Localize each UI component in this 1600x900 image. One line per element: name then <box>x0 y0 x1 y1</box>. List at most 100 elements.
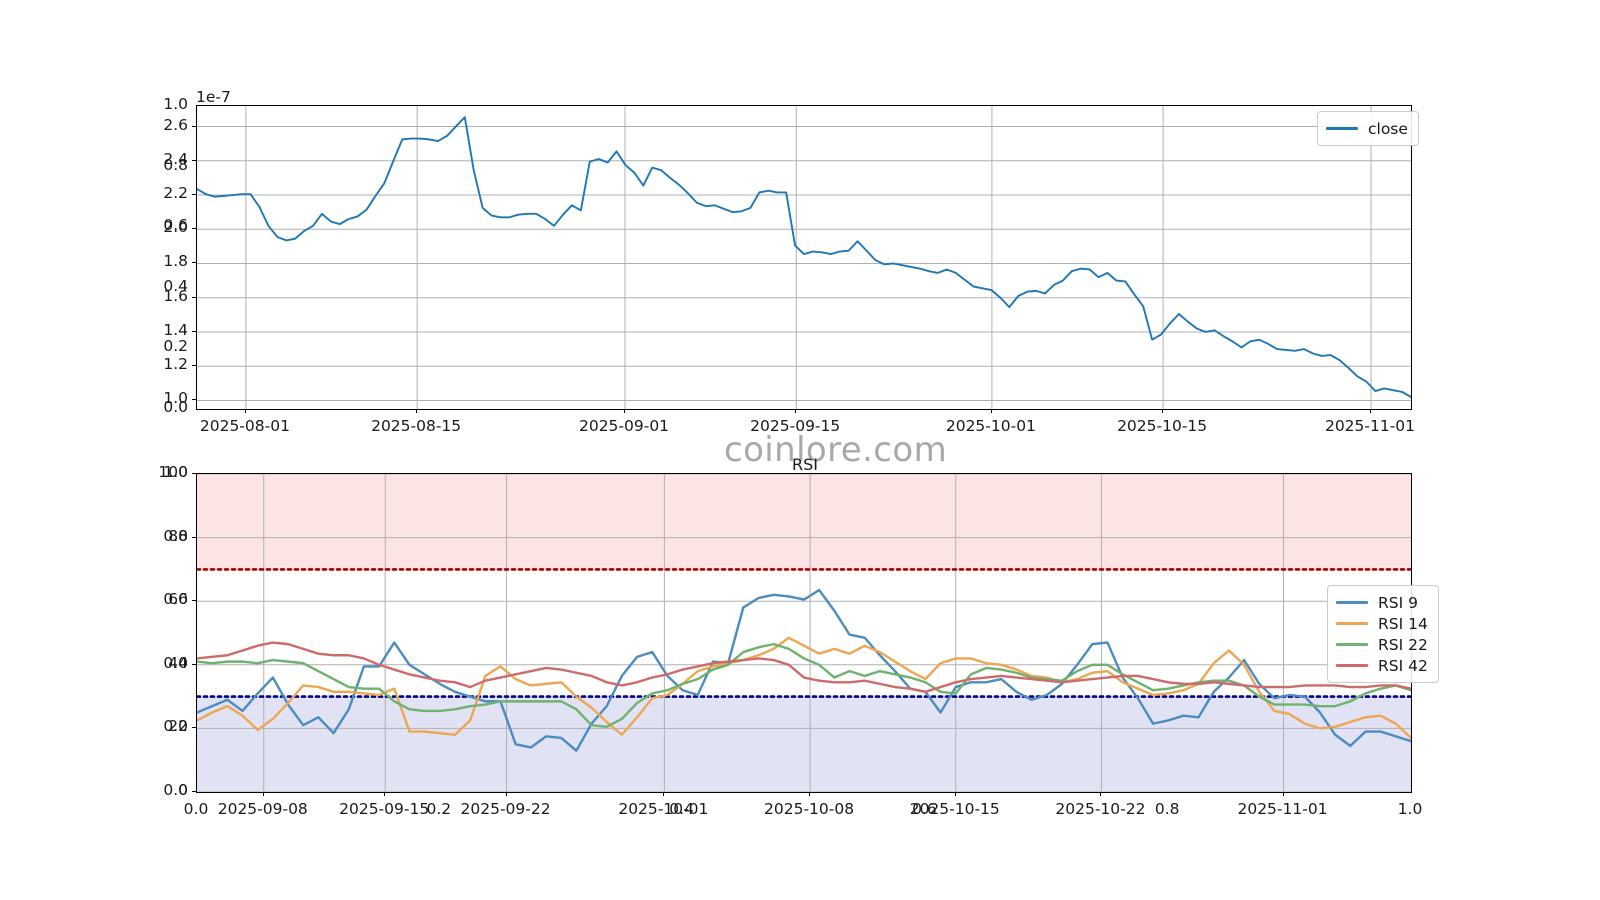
legend-item[interactable]: RSI 9 <box>1336 592 1428 613</box>
price-ytick-label: 1.6 <box>163 286 188 305</box>
rsi-panel: RSI 0 20 40 60 80 100 0.0 0.2 0.4 0.6 0.8 1.0 2025… <box>0 455 1600 900</box>
price-ytick-mark <box>192 125 196 127</box>
price-panel: 1e-7 1.0 1.2 1.4 1.6 1.8 2.0 2.2 2.4 2.6 0.0 0.2 0… <box>163 88 1419 435</box>
legend-label-rsi-42: RSI 42 <box>1378 656 1428 675</box>
rsi-ytick-label: 20 <box>168 717 188 736</box>
rsi-xtick-label: 2025-10-01 <box>618 800 709 818</box>
price-ytick-mark <box>192 365 196 367</box>
rsi-xtick-mark <box>1282 792 1284 796</box>
legend-label-rsi-9: RSI 9 <box>1378 593 1418 612</box>
price-ytick-label: 1.4 <box>163 320 188 339</box>
price-ytick-mark <box>192 228 196 230</box>
price-ytick-label: 2.0 <box>163 218 188 237</box>
rsi-xtick-mark <box>1100 792 1102 796</box>
rsi-plot-svg <box>197 474 1411 792</box>
rsi-secondary-xtick-label: 0.2 <box>426 800 452 818</box>
rsi-ytick-label: 60 <box>168 590 188 609</box>
rsi-xtick-mark <box>809 792 811 796</box>
price-secondary-ytick-label: 0.6 <box>163 216 188 235</box>
price-xtick-label: 2025-10-15 <box>1117 417 1208 435</box>
legend-item[interactable]: RSI 22 <box>1336 634 1428 655</box>
price-ytick-label: 2.4 <box>163 149 188 168</box>
rsi-secondary-ytick-label: 0.2 <box>163 717 188 736</box>
rsi-secondary-ytick-label: 0.6 <box>163 590 188 609</box>
price-xtick-mark <box>244 409 246 413</box>
rsi-ytick-mark <box>192 727 196 729</box>
rsi-secondary-xtick-label: 0.6 <box>912 800 937 818</box>
rsi-ytick-label: 80 <box>168 526 188 545</box>
rsi-xtick-mark <box>262 792 264 796</box>
rsi-xtick-label: 2025-09-08 <box>217 800 308 818</box>
price-legend[interactable]: close <box>1317 111 1419 146</box>
rsi-secondary-ytick-label: 1.0 <box>163 463 188 481</box>
rsi-ytick-label: 0 <box>178 781 188 799</box>
price-xtick-label: 2025-08-15 <box>371 417 462 435</box>
price-xtick-label: 2025-11-01 <box>1324 417 1416 435</box>
price-ytick-mark <box>192 262 196 264</box>
rsi-secondary-xtick-label: 0.4 <box>669 800 694 818</box>
rsi-xtick-label: 2025-09-15 <box>339 800 430 818</box>
legend-swatch-rsi-14 <box>1336 622 1368 625</box>
rsi-secondary-ytick-label: 0.0 <box>163 781 188 799</box>
rsi-plot-area <box>196 473 1412 793</box>
legend-swatch-rsi-22 <box>1336 643 1368 646</box>
price-ytick-mark <box>192 159 196 161</box>
rsi-xtick-label: 2025-10-08 <box>764 800 855 818</box>
price-ytick-label: 1.2 <box>163 355 188 374</box>
price-secondary-ytick-label: 0.4 <box>163 276 188 295</box>
rsi-ytick-mark <box>192 663 196 665</box>
rsi-secondary-xtick-label: 1.0 <box>1397 800 1423 818</box>
rsi-ytick-mark <box>192 600 196 602</box>
watermark: coinlore.com <box>724 430 948 470</box>
rsi-xtick-mark <box>505 792 507 796</box>
legend-item[interactable]: RSI 42 <box>1336 655 1428 676</box>
rsi-secondary-ytick-label: 0.8 <box>163 526 188 545</box>
legend-swatch-rsi-42 <box>1336 664 1368 667</box>
price-plot-area <box>196 105 1412 410</box>
price-ytick-mark <box>192 194 196 196</box>
price-xtick-label: 2025-09-01 <box>578 417 670 435</box>
price-xtick-mark <box>1370 409 1371 413</box>
legend-label-rsi-22: RSI 22 <box>1378 635 1428 654</box>
rsi-ytick-mark <box>192 791 196 792</box>
price-secondary-ytick-label: 0.2 <box>163 337 188 356</box>
price-xtick-mark <box>795 409 797 413</box>
rsi-ytick-mark <box>192 536 196 538</box>
price-xtick-label: 2025-08-01 <box>199 417 290 435</box>
rsi-xtick-mark <box>663 792 665 796</box>
price-secondary-ytick-label: 0.0 <box>163 398 188 416</box>
rsi-secondary-xtick-label: 0.8 <box>1154 800 1180 818</box>
rsi-ytick-label: 40 <box>168 653 188 672</box>
legend-item[interactable]: RSI 14 <box>1336 613 1428 634</box>
price-ytick-mark <box>192 296 196 298</box>
price-ytick-label: 2.2 <box>163 184 188 203</box>
price-ytick-mark <box>192 330 196 332</box>
price-xtick-label: 2025-10-01 <box>945 417 1036 435</box>
rsi-ytick-label: 100 <box>158 463 188 481</box>
price-ytick-label: 1.0 <box>163 389 188 408</box>
rsi-legend[interactable]: RSI 9 RSI 14 RSI 22 RSI 42 <box>1327 585 1439 683</box>
rsi-xtick-label: 2025-10-22 <box>1055 800 1146 818</box>
legend-swatch-rsi-9 <box>1336 601 1368 604</box>
price-secondary-ytick-label: 0.8 <box>163 155 188 174</box>
price-xtick-label: 2025-09-15 <box>750 417 841 435</box>
legend-item[interactable]: close <box>1326 118 1408 139</box>
rsi-ytick-mark <box>192 473 196 474</box>
price-xtick-mark <box>990 409 992 413</box>
price-ytick-label: 1.8 <box>163 252 188 271</box>
price-plot-svg <box>197 106 1411 409</box>
legend-label-close: close <box>1368 119 1408 138</box>
rsi-secondary-xtick-label: 0.0 <box>183 800 209 818</box>
rsi-title: RSI <box>792 455 818 474</box>
rsi-secondary-ytick-label: 0.4 <box>163 653 188 672</box>
price-xtick-mark <box>1162 409 1164 413</box>
rsi-xtick-mark <box>954 792 956 796</box>
legend-swatch-close <box>1326 127 1358 130</box>
rsi-xtick-label: 2025-09-22 <box>460 800 551 818</box>
price-ytick-label: 2.6 <box>163 115 188 134</box>
legend-label-rsi-14: RSI 14 <box>1378 614 1428 633</box>
rsi-xtick-label: 2025-11-01 <box>1237 800 1328 818</box>
price-ytick-mark <box>192 399 196 401</box>
rsi-xtick-mark <box>384 792 386 796</box>
